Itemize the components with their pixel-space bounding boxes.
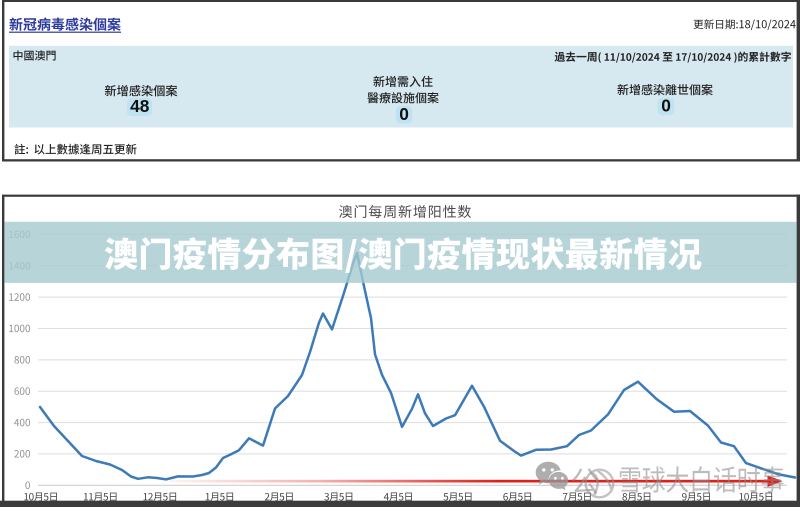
svg-text:0: 0 <box>399 104 409 124</box>
svg-text:0: 0 <box>661 96 671 116</box>
svg-text:48: 48 <box>130 96 150 116</box>
